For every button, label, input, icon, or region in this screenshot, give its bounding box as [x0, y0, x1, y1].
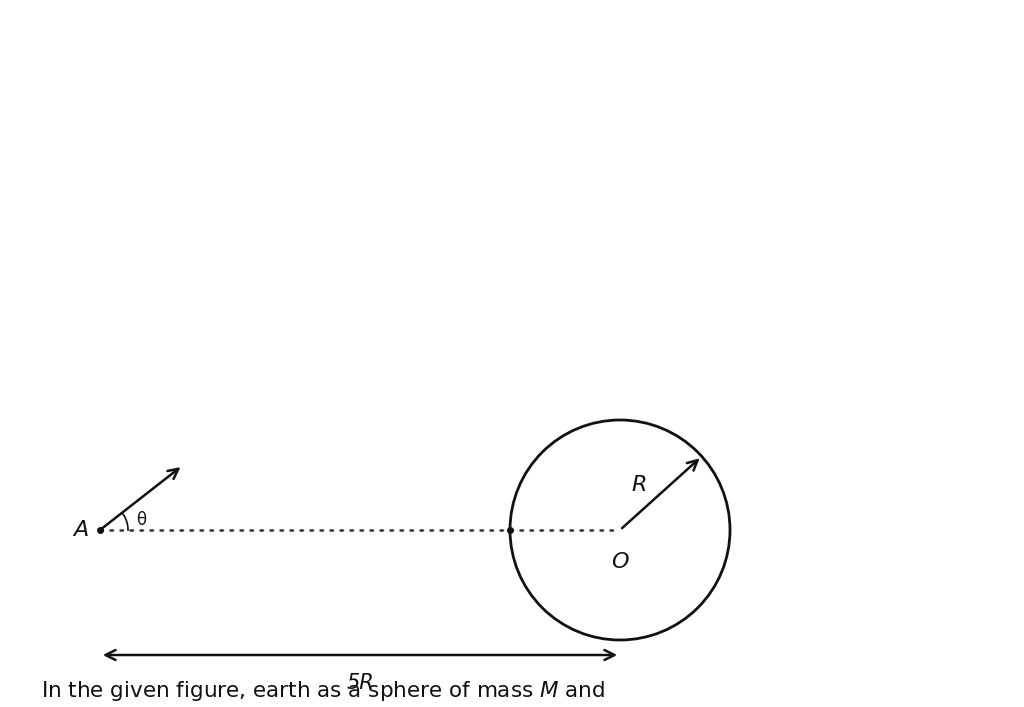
- Text: A: A: [73, 520, 88, 540]
- Text: 5R: 5R: [346, 673, 374, 693]
- Text: In the given figure, earth as a sphere of mass $\mathit{M}$ and: In the given figure, earth as a sphere o…: [41, 679, 605, 703]
- Text: O: O: [611, 552, 629, 572]
- Text: R: R: [631, 475, 646, 495]
- Text: θ: θ: [136, 511, 146, 529]
